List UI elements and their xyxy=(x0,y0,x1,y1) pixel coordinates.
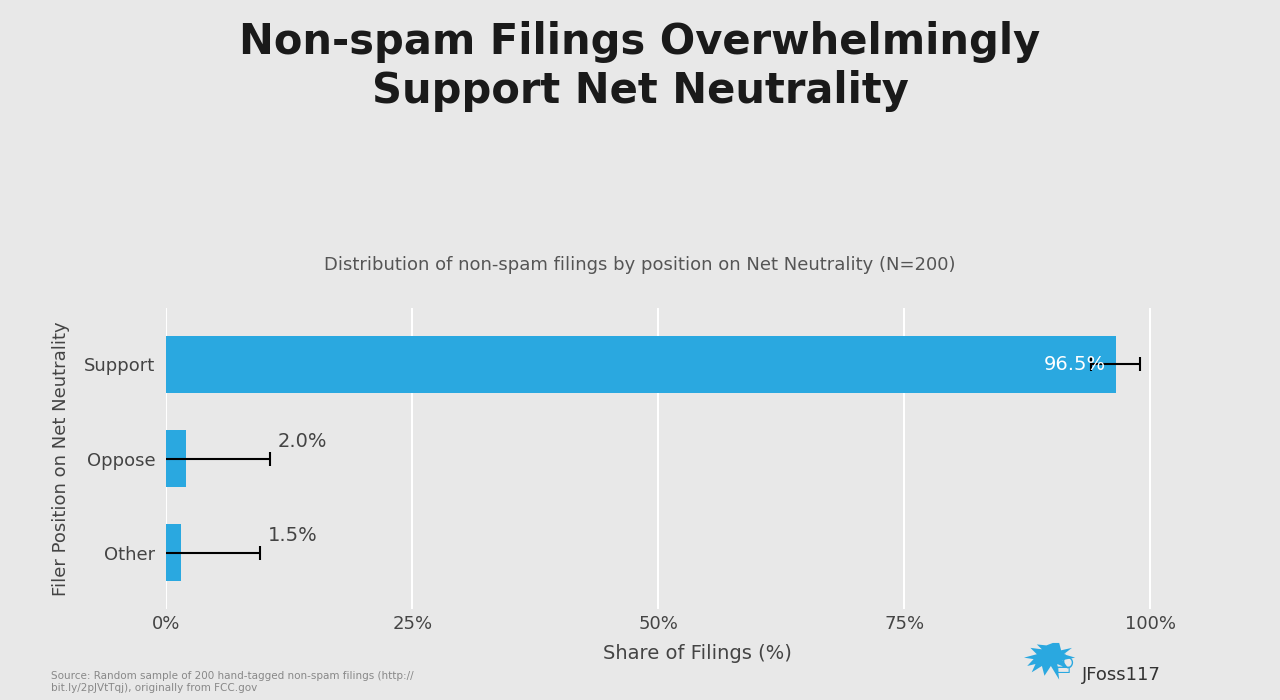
Text: Distribution of non-spam filings by position on Net Neutrality (N=200): Distribution of non-spam filings by posi… xyxy=(324,256,956,274)
Bar xyxy=(166,430,186,486)
Text: 2.0%: 2.0% xyxy=(278,432,328,451)
Text: 96.5%: 96.5% xyxy=(1043,355,1106,374)
Bar xyxy=(166,524,182,581)
Text: JFoss117: JFoss117 xyxy=(1082,666,1161,685)
Y-axis label: Filer Position on Net Neutrality: Filer Position on Net Neutrality xyxy=(52,321,70,596)
PathPatch shape xyxy=(1024,643,1075,680)
Text: ♔: ♔ xyxy=(1050,651,1075,679)
Bar xyxy=(166,336,1116,393)
Text: Non-spam Filings Overwhelmingly
Support Net Neutrality: Non-spam Filings Overwhelmingly Support … xyxy=(239,21,1041,111)
Text: 1.5%: 1.5% xyxy=(268,526,317,545)
Text: Source: Random sample of 200 hand-tagged non-spam filings (http://
bit.ly/2pJVtT: Source: Random sample of 200 hand-tagged… xyxy=(51,671,413,693)
X-axis label: Share of Filings (%): Share of Filings (%) xyxy=(603,644,792,663)
